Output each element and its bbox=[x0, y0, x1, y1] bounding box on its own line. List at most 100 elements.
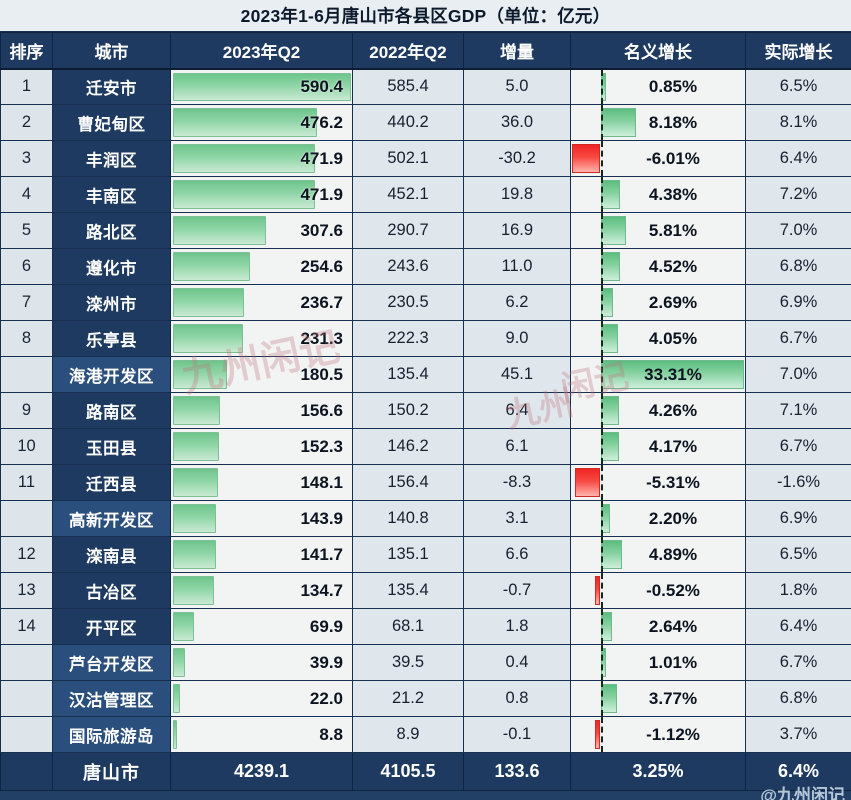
cell-city[interactable]: 丰润区 bbox=[52, 140, 171, 177]
table-row[interactable]: 海港开发区 180.5 135.4 45.1 33.31% 7.0% bbox=[0, 356, 851, 393]
cell-q2-2022: 290.7 bbox=[352, 212, 464, 249]
zero-axis-line bbox=[601, 681, 603, 716]
gdp-bar bbox=[173, 396, 221, 425]
cell-delta: 9.0 bbox=[463, 320, 571, 357]
table-row[interactable]: 2 曹妃甸区 476.2 440.2 36.0 8.18% 8.1% bbox=[0, 104, 851, 141]
cell-delta: -30.2 bbox=[463, 140, 571, 177]
cell-q2-2023: 231.3 bbox=[170, 320, 353, 357]
column-header-rank[interactable]: 排序 bbox=[0, 32, 53, 70]
cell-city[interactable]: 开平区 bbox=[52, 608, 171, 645]
cell-city[interactable]: 路南区 bbox=[52, 392, 171, 429]
cell-q2-2023-value: 231.3 bbox=[300, 328, 343, 348]
table-row[interactable]: 芦台开发区 39.9 39.5 0.4 1.01% 6.7% bbox=[0, 644, 851, 681]
cell-q2-2022: 8.9 bbox=[352, 716, 464, 753]
table-row[interactable]: 高新开发区 143.9 140.8 3.1 2.20% 6.9% bbox=[0, 500, 851, 537]
table-row[interactable]: 10 玉田县 152.3 146.2 6.1 4.17% 6.7% bbox=[0, 428, 851, 465]
cell-city[interactable]: 滦州市 bbox=[52, 284, 171, 321]
table-row[interactable]: 11 迁西县 148.1 156.4 -8.3 -5.31% -1.6% bbox=[0, 464, 851, 501]
cell-city[interactable]: 玉田县 bbox=[52, 428, 171, 465]
column-header-q2-2023[interactable]: 2023年Q2 bbox=[170, 32, 353, 70]
cell-city[interactable]: 迁安市 bbox=[52, 68, 171, 105]
cell-real-growth: -1.6% bbox=[745, 464, 851, 501]
gdp-bar bbox=[173, 288, 245, 317]
cell-nominal-growth-value: 8.18% bbox=[648, 112, 698, 132]
header-row: 排序 城市 2023年Q2 2022年Q2 增量 名义增长 实际增长 bbox=[0, 32, 851, 70]
cell-delta: 3.1 bbox=[463, 500, 571, 537]
zero-axis-line bbox=[601, 69, 603, 104]
table-row[interactable]: 国际旅游岛 8.8 8.9 -0.1 -1.12% 3.7% bbox=[0, 716, 851, 753]
column-header-nominal[interactable]: 名义增长 bbox=[570, 32, 746, 70]
cell-city[interactable]: 乐亭县 bbox=[52, 320, 171, 357]
total-city: 唐山市 bbox=[52, 752, 171, 791]
cell-city[interactable]: 迁西县 bbox=[52, 464, 171, 501]
cell-nominal-growth-value: 2.69% bbox=[648, 292, 698, 312]
cell-q2-2023-value: 141.7 bbox=[300, 544, 343, 564]
table-row[interactable]: 13 古冶区 134.7 135.4 -0.7 -0.52% 1.8% bbox=[0, 572, 851, 609]
cell-q2-2023-value: 156.6 bbox=[300, 400, 343, 420]
table-row[interactable]: 5 路北区 307.6 290.7 16.9 5.81% 7.0% bbox=[0, 212, 851, 249]
cell-city[interactable]: 国际旅游岛 bbox=[52, 716, 171, 753]
cell-nominal-growth-value: 4.17% bbox=[648, 436, 698, 456]
table-row[interactable]: 6 遵化市 254.6 243.6 11.0 4.52% 6.8% bbox=[0, 248, 851, 285]
cell-q2-2023-value: 236.7 bbox=[300, 292, 343, 312]
cell-q2-2023: 471.9 bbox=[170, 140, 353, 177]
cell-real-growth: 6.4% bbox=[745, 140, 851, 177]
nominal-growth-bar-positive bbox=[601, 108, 637, 137]
cell-city[interactable]: 丰南区 bbox=[52, 176, 171, 213]
zero-axis-line bbox=[601, 105, 603, 140]
column-header-q2-2022[interactable]: 2022年Q2 bbox=[352, 32, 464, 70]
cell-q2-2022: 68.1 bbox=[352, 608, 464, 645]
cell-delta: -8.3 bbox=[463, 464, 571, 501]
cell-real-growth: 7.0% bbox=[745, 356, 851, 393]
cell-city[interactable]: 路北区 bbox=[52, 212, 171, 249]
zero-axis-line bbox=[601, 357, 603, 392]
cell-q2-2023: 307.6 bbox=[170, 212, 353, 249]
cell-q2-2022: 135.4 bbox=[352, 356, 464, 393]
cell-q2-2023: 8.8 bbox=[170, 716, 353, 753]
cell-nominal-growth: 5.81% bbox=[570, 212, 746, 249]
cell-delta: -0.1 bbox=[463, 716, 571, 753]
cell-nominal-growth: -6.01% bbox=[570, 140, 746, 177]
cell-q2-2023: 476.2 bbox=[170, 104, 353, 141]
zero-axis-line bbox=[601, 213, 603, 248]
table-row[interactable]: 12 滦南县 141.7 135.1 6.6 4.89% 6.5% bbox=[0, 536, 851, 573]
cell-nominal-growth: 2.69% bbox=[570, 284, 746, 321]
cell-nominal-growth-value: 33.31% bbox=[644, 364, 702, 384]
cell-q2-2023-value: 22.0 bbox=[309, 688, 343, 708]
cell-q2-2023-value: 590.4 bbox=[300, 76, 343, 96]
table-row[interactable]: 14 开平区 69.9 68.1 1.8 2.64% 6.4% bbox=[0, 608, 851, 645]
cell-delta: 36.0 bbox=[463, 104, 571, 141]
cell-q2-2022: 140.8 bbox=[352, 500, 464, 537]
table-row[interactable]: 汉沽管理区 22.0 21.2 0.8 3.77% 6.8% bbox=[0, 680, 851, 717]
cell-city[interactable]: 高新开发区 bbox=[52, 500, 171, 537]
zero-axis-line bbox=[601, 285, 603, 320]
table-row[interactable]: 9 路南区 156.6 150.2 6.4 4.26% 7.1% bbox=[0, 392, 851, 429]
cell-q2-2023-value: 180.5 bbox=[300, 364, 343, 384]
cell-city[interactable]: 芦台开发区 bbox=[52, 644, 171, 681]
table-total-row: 唐山市 4239.1 4105.5 133.6 3.25% 6.4% bbox=[0, 752, 851, 791]
cell-q2-2023-value: 69.9 bbox=[309, 616, 343, 636]
cell-city[interactable]: 遵化市 bbox=[52, 248, 171, 285]
table-row[interactable]: 7 滦州市 236.7 230.5 6.2 2.69% 6.9% bbox=[0, 284, 851, 321]
column-header-city[interactable]: 城市 bbox=[52, 32, 171, 70]
zero-axis-line bbox=[601, 177, 603, 212]
cell-real-growth: 1.8% bbox=[745, 572, 851, 609]
cell-q2-2023: 143.9 bbox=[170, 500, 353, 537]
cell-city[interactable]: 古冶区 bbox=[52, 572, 171, 609]
cell-city[interactable]: 滦南县 bbox=[52, 536, 171, 573]
total-delta: 133.6 bbox=[463, 752, 571, 791]
cell-nominal-growth-value: 5.81% bbox=[648, 220, 698, 240]
gdp-bar bbox=[173, 648, 186, 677]
cell-city[interactable]: 海港开发区 bbox=[52, 356, 171, 393]
cell-q2-2023-value: 143.9 bbox=[300, 508, 343, 528]
table-row[interactable]: 8 乐亭县 231.3 222.3 9.0 4.05% 6.7% bbox=[0, 320, 851, 357]
table-row[interactable]: 1 迁安市 590.4 585.4 5.0 0.85% 6.5% bbox=[0, 68, 851, 105]
nominal-growth-bar-positive bbox=[601, 216, 626, 245]
table-row[interactable]: 3 丰润区 471.9 502.1 -30.2 -6.01% 6.4% bbox=[0, 140, 851, 177]
cell-city[interactable]: 曹妃甸区 bbox=[52, 104, 171, 141]
cell-q2-2022: 502.1 bbox=[352, 140, 464, 177]
table-row[interactable]: 4 丰南区 471.9 452.1 19.8 4.38% 7.2% bbox=[0, 176, 851, 213]
column-header-delta[interactable]: 增量 bbox=[463, 32, 571, 70]
cell-city[interactable]: 汉沽管理区 bbox=[52, 680, 171, 717]
column-header-real[interactable]: 实际增长 bbox=[745, 32, 851, 70]
